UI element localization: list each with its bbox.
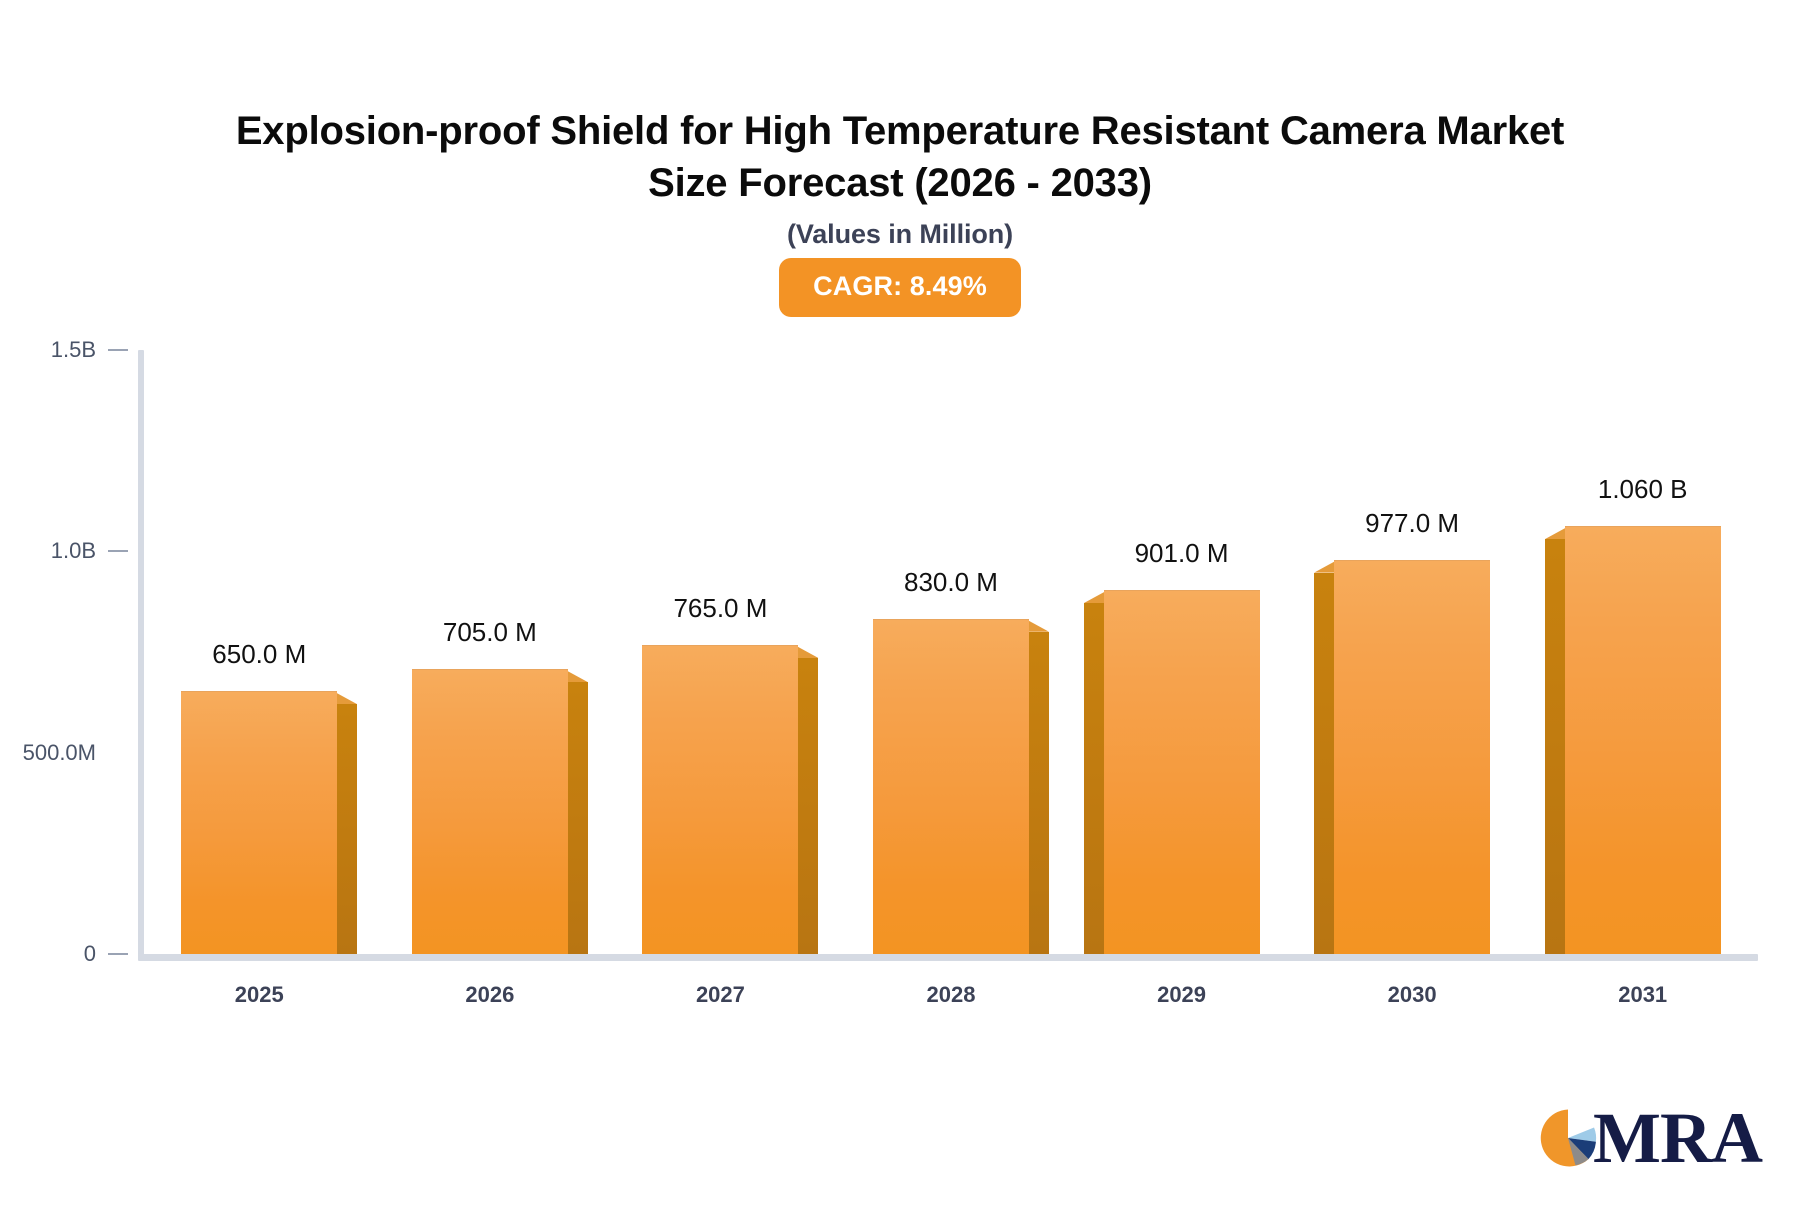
bar-group[interactable]: 901.0 M 2029 [1066, 330, 1297, 1007]
x-axis-category-label: 2030 [1387, 982, 1437, 1007]
bar-top-bevel [335, 692, 358, 705]
x-axis-category-label: 2028 [926, 982, 976, 1007]
chart-title: Explosion-proof Shield for High Temperat… [235, 109, 1565, 205]
y-axis-tick-label: 1.0B [50, 538, 96, 564]
bar-front-face[interactable] [642, 644, 799, 954]
bar-top-bevel [1314, 560, 1337, 573]
bar-value-label: 977.0 M [1365, 507, 1460, 538]
bar-front-face[interactable] [411, 669, 568, 954]
bar-front-face[interactable] [1334, 559, 1491, 954]
bar-side-face [796, 657, 819, 954]
logo-wordmark: MRA [1593, 1098, 1763, 1178]
bar-front-face[interactable] [1103, 590, 1260, 954]
bar-value-label: 901.0 M [1134, 538, 1229, 569]
bar-group[interactable]: 650.0 M 2025 [144, 330, 375, 1007]
bar-group[interactable]: 977.0 M 2030 [1297, 330, 1528, 1007]
bar-top-bevel [796, 645, 819, 658]
x-axis-category-label: 2026 [465, 982, 515, 1007]
x-axis-category-label: 2029 [1157, 982, 1207, 1007]
x-axis-line [138, 954, 1758, 961]
bar-series: 650.0 M 2025 705.0 M 2026 765.0 M 2027 830.0 M… [144, 330, 1758, 1007]
bar-front-face[interactable] [181, 691, 338, 954]
y-axis-tick-mark [108, 349, 128, 351]
cagr-badge: CAGR: 8.49% [779, 258, 1021, 317]
bar-value-label: 650.0 M [212, 639, 307, 670]
bar-group[interactable]: 705.0 M 2026 [375, 330, 606, 1007]
chart-header: Explosion-proof Shield for High Temperat… [0, 0, 1800, 317]
bar-value-label: 705.0 M [442, 617, 537, 648]
bar-side-face [1026, 631, 1049, 954]
y-axis-tick-mark [108, 953, 128, 955]
bar-top-bevel [565, 670, 588, 683]
bar-front-face[interactable] [872, 618, 1029, 954]
mra-logo: MRA [1537, 1098, 1763, 1178]
bar-front-face[interactable] [1564, 526, 1721, 954]
bar-value-label: 1.060 B [1597, 474, 1688, 505]
bar-side-face [335, 704, 358, 954]
plot-area: 0 500.0M 1.0B 1.5B 650.0 M 2025 705.0 M 2026 76… [0, 330, 1800, 1007]
bar-value-label: 830.0 M [904, 566, 998, 597]
y-axis-line [138, 350, 144, 960]
bar-side-face [565, 682, 588, 954]
bar-top-bevel [1083, 591, 1106, 604]
y-axis-tick-mark [108, 550, 128, 553]
y-axis-tick-label: 500.0M [22, 739, 96, 765]
x-axis-category-label: 2025 [234, 982, 284, 1007]
x-axis-category-label: 2027 [695, 982, 745, 1007]
bar-top-bevel [1544, 527, 1567, 540]
bar-side-face [1314, 572, 1337, 954]
bar-group[interactable]: 765.0 M 2027 [605, 330, 836, 1007]
y-axis-tick-label: 1.5B [50, 337, 96, 362]
bar-top-bevel [1026, 619, 1049, 632]
bar-group[interactable]: 1.060 B 2031 [1527, 330, 1758, 1007]
bar-side-face [1083, 603, 1106, 954]
bar-side-face [1544, 539, 1567, 954]
bar-group[interactable]: 830.0 M 2028 [836, 330, 1067, 1007]
y-axis-tick-label: 0 [83, 941, 96, 966]
chart-subtitle: (Values in Million) [786, 219, 1014, 249]
x-axis-category-label: 2031 [1618, 982, 1668, 1007]
bar-value-label: 765.0 M [673, 592, 768, 623]
pie-chart-logo-mark-icon [1537, 1107, 1599, 1169]
